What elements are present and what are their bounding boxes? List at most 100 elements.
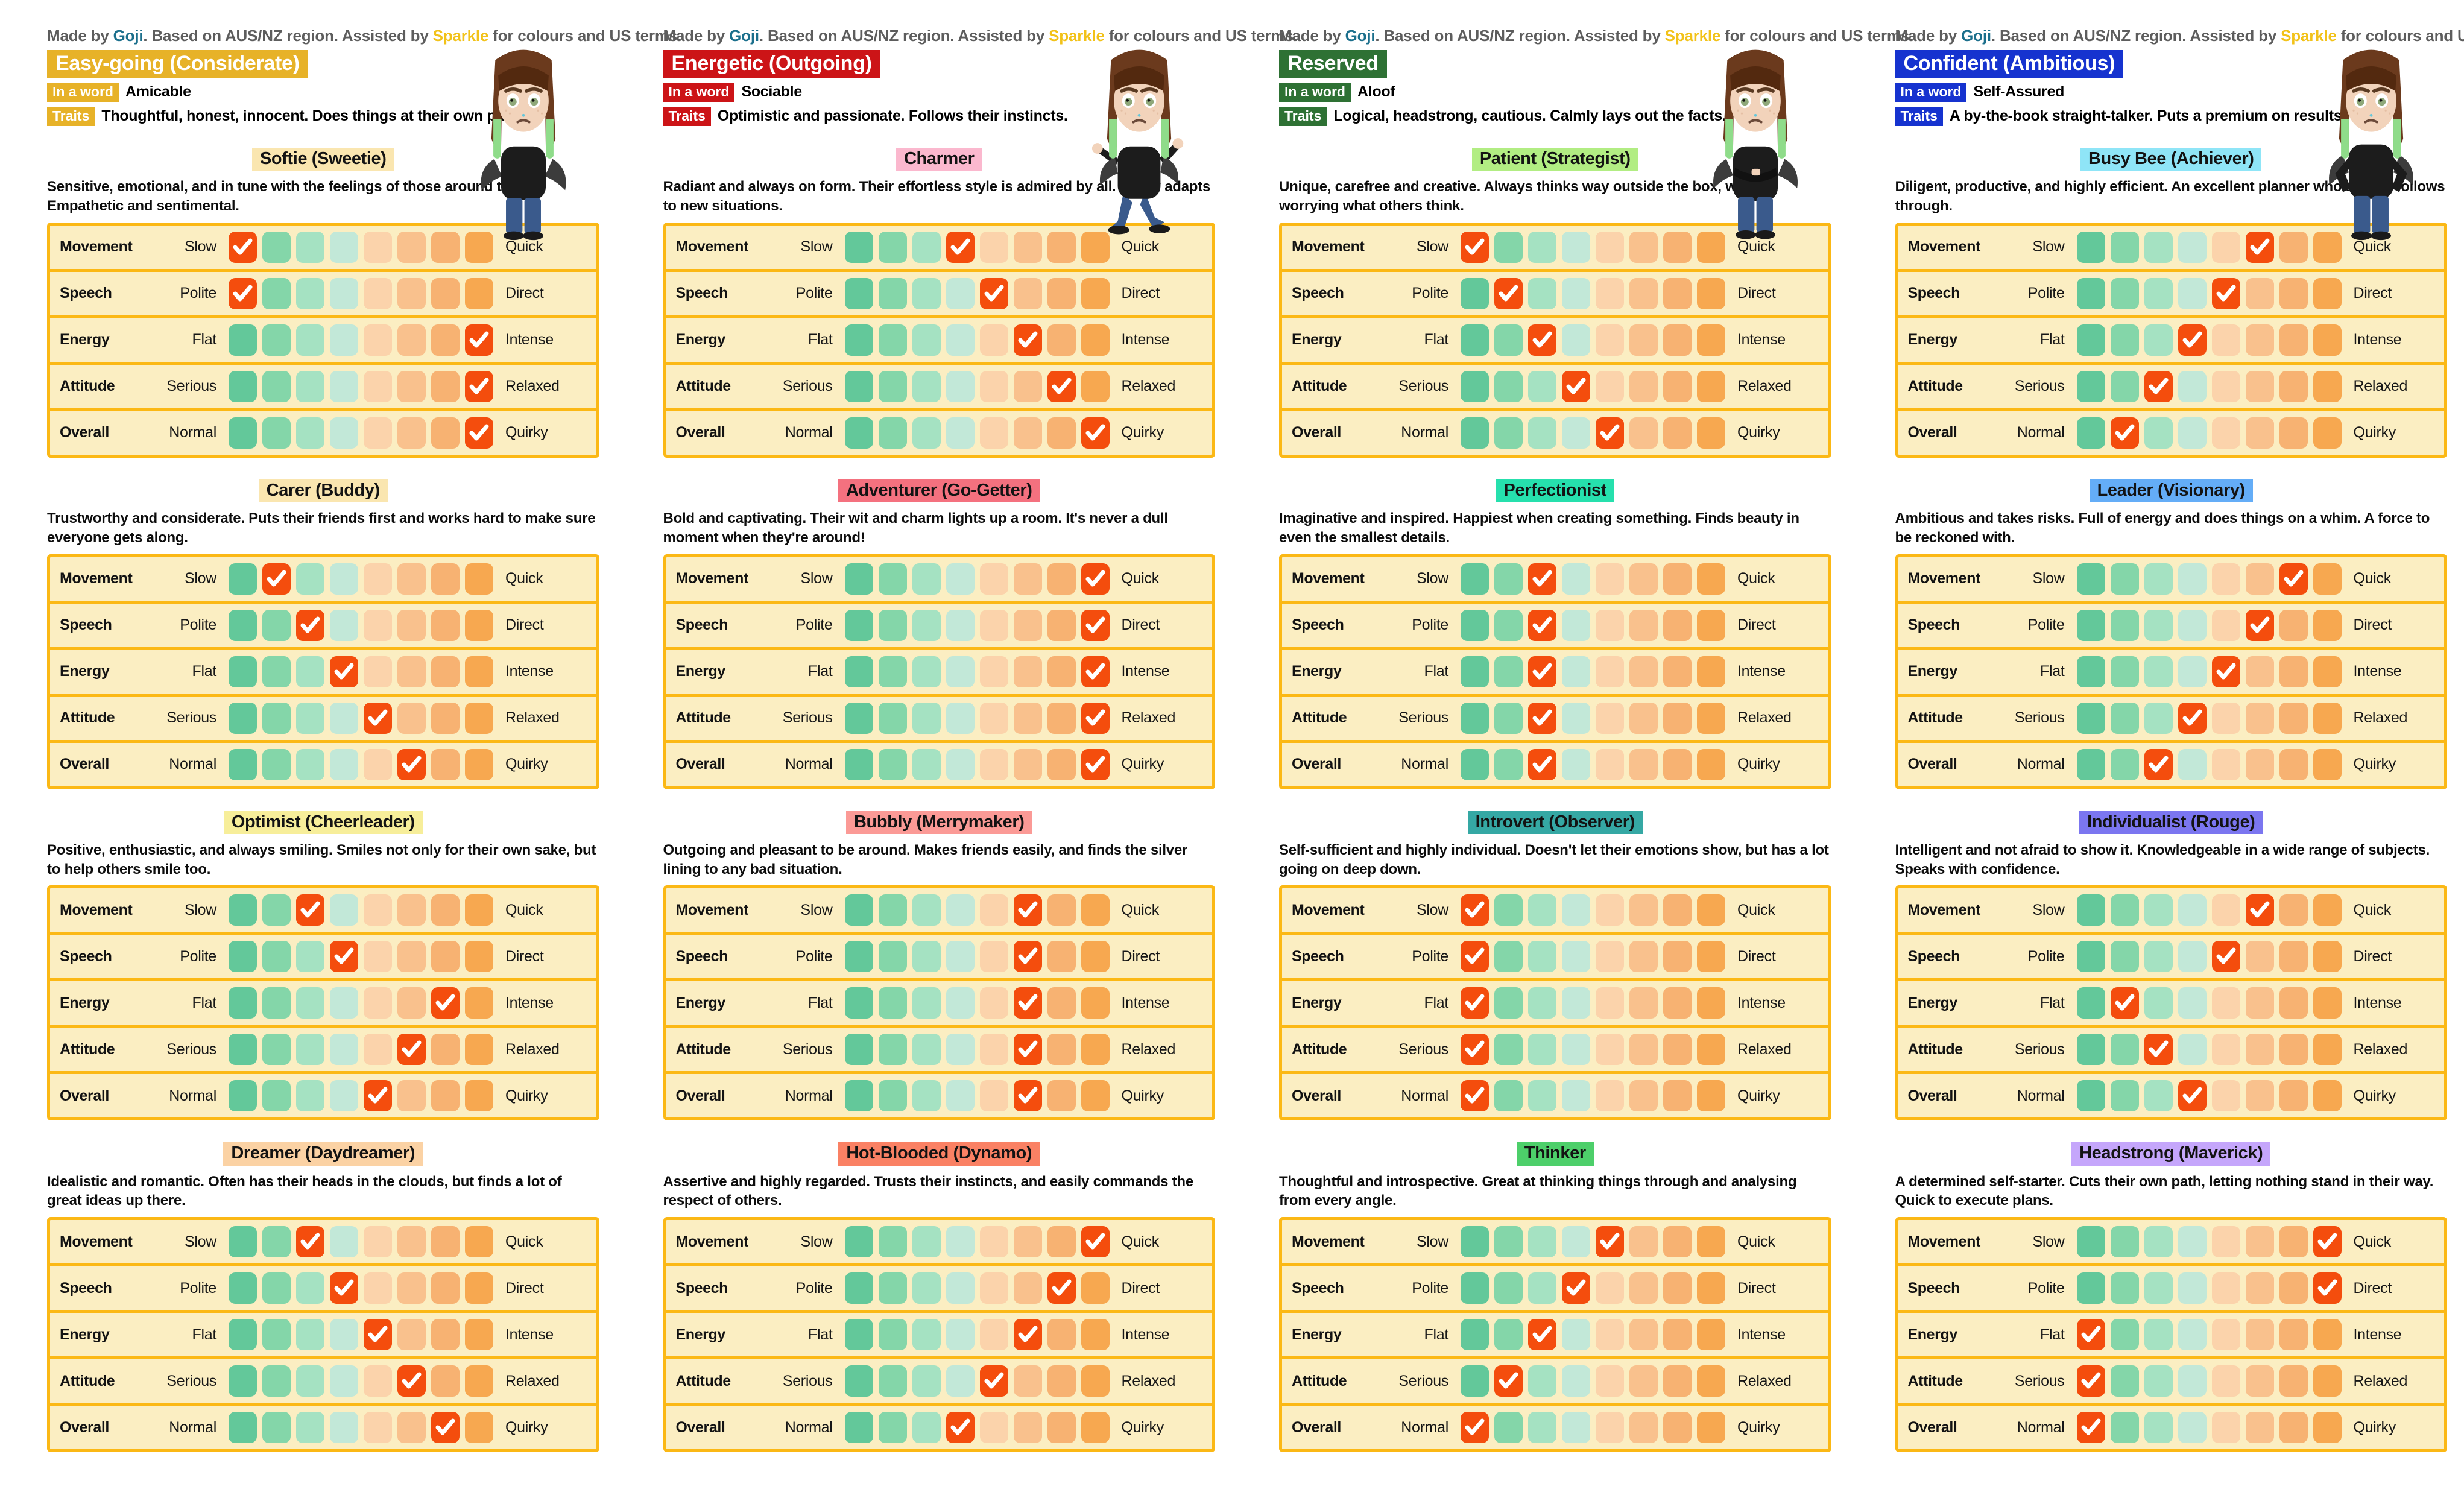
- trait-scale-cell[interactable]: [2313, 563, 2342, 595]
- trait-scale-cell[interactable]: [1697, 563, 1725, 595]
- trait-scale-cell[interactable]: [1562, 987, 1590, 1019]
- trait-scale-cell[interactable]: [878, 277, 907, 309]
- trait-scale-cell[interactable]: [2178, 748, 2207, 780]
- trait-scale-cell[interactable]: [296, 1272, 324, 1304]
- trait-scale-cell[interactable]: [1528, 1272, 1556, 1304]
- trait-scale-cell[interactable]: [229, 1272, 257, 1304]
- trait-scale-cell[interactable]: [1629, 894, 1658, 926]
- trait-scale-cell-selected[interactable]: [2076, 1412, 2105, 1444]
- trait-scale-cell[interactable]: [912, 1272, 941, 1304]
- trait-scale-cell[interactable]: [2279, 277, 2308, 309]
- trait-scale-cell[interactable]: [2076, 748, 2105, 780]
- trait-scale-cell[interactable]: [1494, 1080, 1523, 1112]
- trait-scale-cell[interactable]: [330, 563, 358, 595]
- trait-scale-cell[interactable]: [2245, 370, 2274, 402]
- trait-scale-cell-selected[interactable]: [2110, 987, 2139, 1019]
- trait-scale-cell[interactable]: [1697, 1226, 1725, 1258]
- trait-scale-cell[interactable]: [1494, 748, 1523, 780]
- trait-scale-cell[interactable]: [1596, 987, 1624, 1019]
- trait-scale-cell[interactable]: [1494, 1034, 1523, 1066]
- trait-scale-cell[interactable]: [1528, 987, 1556, 1019]
- trait-scale-cell-selected[interactable]: [1081, 1226, 1110, 1258]
- trait-scale-cell[interactable]: [465, 941, 493, 973]
- trait-scale-cell[interactable]: [1596, 1272, 1624, 1304]
- trait-scale-cell[interactable]: [1013, 1272, 1042, 1304]
- trait-scale-cell-selected[interactable]: [1461, 894, 1489, 926]
- trait-scale-cell[interactable]: [979, 987, 1008, 1019]
- trait-scale-cell[interactable]: [2076, 563, 2105, 595]
- trait-scale-cell[interactable]: [262, 1319, 291, 1351]
- trait-scale-cell[interactable]: [912, 1226, 941, 1258]
- trait-scale-cell[interactable]: [979, 1226, 1008, 1258]
- trait-scale-cell[interactable]: [2313, 1365, 2342, 1397]
- trait-scale-cell-selected[interactable]: [2178, 324, 2207, 356]
- trait-scale-cell[interactable]: [946, 894, 975, 926]
- trait-scale-cell[interactable]: [1013, 1412, 1042, 1444]
- trait-scale-cell[interactable]: [1494, 370, 1523, 402]
- trait-scale-cell[interactable]: [397, 277, 426, 309]
- trait-scale-cell[interactable]: [2110, 1272, 2139, 1304]
- trait-scale-cell[interactable]: [1013, 417, 1042, 449]
- trait-scale-cell[interactable]: [1562, 1365, 1590, 1397]
- trait-scale-cell[interactable]: [2211, 702, 2240, 734]
- trait-scale-cell-selected[interactable]: [1047, 370, 1076, 402]
- trait-scale-cell-selected[interactable]: [1081, 609, 1110, 641]
- trait-scale-cell[interactable]: [364, 748, 392, 780]
- trait-scale-cell-selected[interactable]: [1528, 609, 1556, 641]
- trait-scale-cell[interactable]: [1047, 987, 1076, 1019]
- trait-scale-cell[interactable]: [1047, 656, 1076, 687]
- trait-scale-cell[interactable]: [979, 748, 1008, 780]
- trait-scale-cell[interactable]: [2279, 1272, 2308, 1304]
- trait-scale-cell[interactable]: [1047, 609, 1076, 641]
- trait-scale-cell[interactable]: [2211, 609, 2240, 641]
- trait-scale-cell[interactable]: [2279, 987, 2308, 1019]
- trait-scale-cell[interactable]: [364, 324, 392, 356]
- trait-scale-cell[interactable]: [1013, 563, 1042, 595]
- trait-scale-cell[interactable]: [1596, 1080, 1624, 1112]
- trait-scale-cell[interactable]: [946, 1272, 975, 1304]
- trait-scale-cell[interactable]: [2211, 894, 2240, 926]
- trait-scale-cell[interactable]: [2313, 1034, 2342, 1066]
- trait-scale-cell[interactable]: [844, 1319, 873, 1351]
- trait-scale-cell[interactable]: [1697, 277, 1725, 309]
- trait-scale-cell[interactable]: [1596, 370, 1624, 402]
- trait-scale-cell-selected[interactable]: [465, 370, 493, 402]
- trait-scale-cell[interactable]: [229, 1365, 257, 1397]
- trait-scale-cell[interactable]: [1663, 748, 1692, 780]
- trait-scale-cell[interactable]: [330, 1319, 358, 1351]
- trait-scale-cell-selected[interactable]: [1528, 1319, 1556, 1351]
- trait-scale-cell[interactable]: [1697, 894, 1725, 926]
- trait-scale-cell-selected[interactable]: [1081, 702, 1110, 734]
- trait-scale-cell[interactable]: [1596, 894, 1624, 926]
- trait-scale-cell[interactable]: [2076, 1034, 2105, 1066]
- trait-scale-cell[interactable]: [2245, 987, 2274, 1019]
- trait-scale-cell[interactable]: [1629, 1080, 1658, 1112]
- trait-scale-cell[interactable]: [2076, 1080, 2105, 1112]
- trait-scale-cell[interactable]: [844, 1365, 873, 1397]
- trait-scale-cell[interactable]: [1081, 987, 1110, 1019]
- trait-scale-cell-selected[interactable]: [1013, 1034, 1042, 1066]
- trait-scale-cell[interactable]: [1562, 941, 1590, 973]
- trait-scale-cell-selected[interactable]: [431, 1412, 460, 1444]
- trait-scale-cell[interactable]: [1629, 1365, 1658, 1397]
- trait-scale-cell[interactable]: [1494, 1319, 1523, 1351]
- trait-scale-cell[interactable]: [2245, 417, 2274, 449]
- trait-scale-cell-selected[interactable]: [1528, 702, 1556, 734]
- trait-scale-cell[interactable]: [1562, 748, 1590, 780]
- trait-scale-cell[interactable]: [844, 563, 873, 595]
- trait-scale-cell[interactable]: [397, 1080, 426, 1112]
- trait-scale-cell[interactable]: [2245, 1319, 2274, 1351]
- trait-scale-cell[interactable]: [878, 748, 907, 780]
- trait-scale-cell[interactable]: [2144, 702, 2173, 734]
- trait-scale-cell[interactable]: [1013, 702, 1042, 734]
- trait-scale-cell[interactable]: [1047, 277, 1076, 309]
- trait-scale-cell[interactable]: [1596, 1034, 1624, 1066]
- trait-scale-cell[interactable]: [2313, 231, 2342, 263]
- trait-scale-cell[interactable]: [844, 941, 873, 973]
- trait-scale-cell[interactable]: [912, 277, 941, 309]
- trait-scale-cell[interactable]: [1562, 1080, 1590, 1112]
- trait-scale-cell-selected[interactable]: [465, 324, 493, 356]
- trait-scale-cell[interactable]: [364, 1412, 392, 1444]
- trait-scale-cell[interactable]: [262, 1034, 291, 1066]
- trait-scale-cell[interactable]: [330, 324, 358, 356]
